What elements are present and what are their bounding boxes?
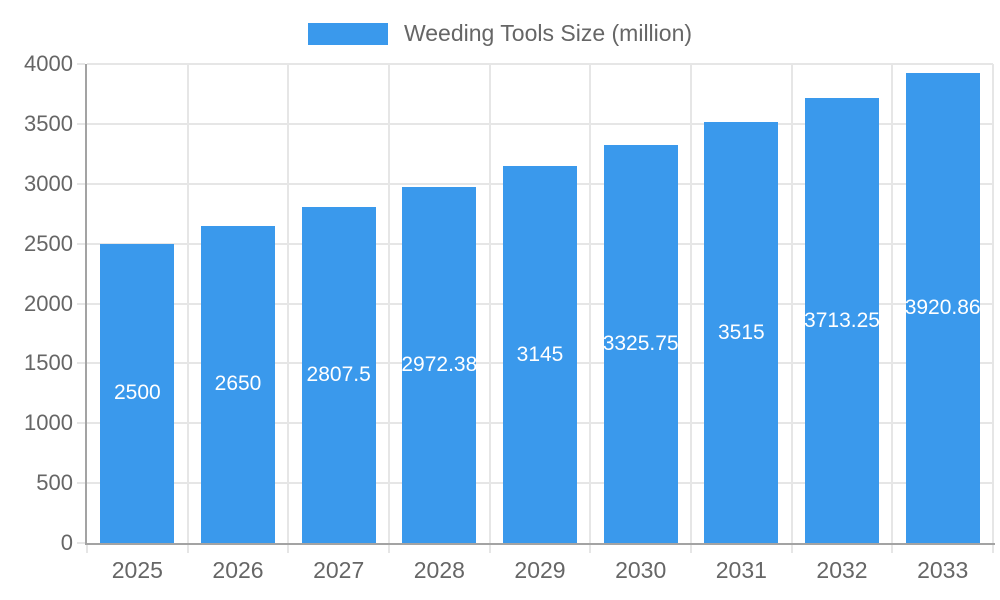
bar-value-label: 3325.75 — [602, 331, 679, 355]
x-tick-mark — [589, 545, 592, 553]
x-tick-mark — [287, 545, 290, 553]
bar-value-label: 3713.25 — [804, 308, 880, 332]
x-tick-mark — [388, 545, 390, 553]
bar-2029[interactable]: 3145 — [503, 166, 577, 543]
x-tick-mark — [790, 545, 793, 553]
x-tick-mark — [690, 545, 692, 553]
y-axis-tick-label: 1000 — [24, 410, 73, 436]
bar-2032[interactable]: 3713.25 — [804, 98, 880, 543]
legend-label: Weeding Tools Size (million) — [403, 20, 693, 46]
x-tick-mark — [86, 545, 88, 553]
x-axis-tick-label: 2031 — [715, 557, 767, 583]
x-axis-tick-label: 2026 — [212, 557, 264, 583]
x-tick-mark — [488, 545, 491, 553]
bar-2033[interactable]: 3920.86 — [904, 73, 981, 543]
bar-value-label: 2807.5 — [306, 362, 371, 386]
y-tick-mark — [77, 482, 85, 485]
x-axis-tick-label: 2032 — [816, 557, 868, 583]
y-tick-mark — [77, 422, 85, 425]
x-axis-tick-label: 2027 — [313, 557, 365, 583]
v-gridline — [488, 64, 491, 543]
y-axis-tick-label: 0 — [60, 530, 73, 555]
x-tick-mark — [891, 545, 894, 553]
bar-2026[interactable]: 2650 — [201, 225, 275, 543]
v-gridline — [186, 64, 189, 543]
bar-value-label: 3145 — [516, 342, 564, 366]
y-axis-tick-label: 500 — [36, 470, 73, 496]
y-axis-tick-label: 4000 — [24, 51, 73, 76]
y-tick-mark — [77, 242, 85, 245]
x-tick-mark — [186, 545, 189, 553]
bar-value-label: 3515 — [717, 320, 765, 344]
legend-item[interactable]: Weeding Tools Size (million) — [0, 20, 1000, 47]
legend-swatch — [307, 22, 388, 45]
plot-area: 2500 2650 2807.5 2972.38 3145 3325.75 3515 3713… — [77, 63, 995, 553]
x-axis-tick-label: 2028 — [413, 557, 465, 583]
v-gridline — [891, 64, 894, 543]
bar-2031[interactable]: 3515 — [704, 122, 779, 543]
y-axis-tick-label: 3500 — [24, 110, 73, 136]
y-axis-tick-label: 2000 — [24, 290, 73, 316]
h-gridline — [87, 63, 993, 65]
bar-2027[interactable]: 2807.5 — [301, 206, 376, 543]
x-axis-tick-label: 2033 — [917, 557, 969, 583]
x-axis-tick-label: 2025 — [111, 557, 163, 583]
bar-value-label: 2650 — [214, 372, 262, 396]
bar-value-label: 2972.38 — [401, 353, 478, 377]
x-axis-tick-label: 2030 — [615, 557, 667, 583]
y-tick-mark — [77, 63, 85, 65]
v-gridline — [690, 64, 692, 543]
bar-2030[interactable]: 3325.75 — [602, 144, 679, 543]
y-tick-mark — [77, 122, 85, 125]
v-gridline — [287, 64, 290, 543]
v-gridline — [992, 64, 994, 543]
v-gridline — [790, 64, 793, 543]
v-gridline — [388, 64, 390, 543]
h-gridline — [87, 122, 993, 125]
bar-value-label: 2500 — [113, 381, 161, 405]
bar-value-label: 3920.86 — [904, 296, 981, 320]
y-axis-tick-label: 1500 — [24, 350, 73, 376]
y-tick-mark — [77, 542, 85, 544]
y-tick-mark — [77, 362, 85, 365]
y-tick-mark — [77, 182, 85, 185]
x-axis-line — [85, 543, 995, 545]
y-tick-mark — [77, 302, 85, 305]
bar-2025[interactable]: 2500 — [100, 243, 175, 543]
v-gridline — [589, 64, 592, 543]
x-axis-tick-label: 2029 — [514, 557, 566, 583]
y-axis-line — [85, 64, 87, 545]
y-axis-tick-label: 3000 — [24, 170, 73, 196]
y-axis-tick-label: 2500 — [24, 230, 73, 256]
x-tick-mark — [992, 545, 994, 553]
bar-2028[interactable]: 2972.38 — [401, 187, 478, 543]
